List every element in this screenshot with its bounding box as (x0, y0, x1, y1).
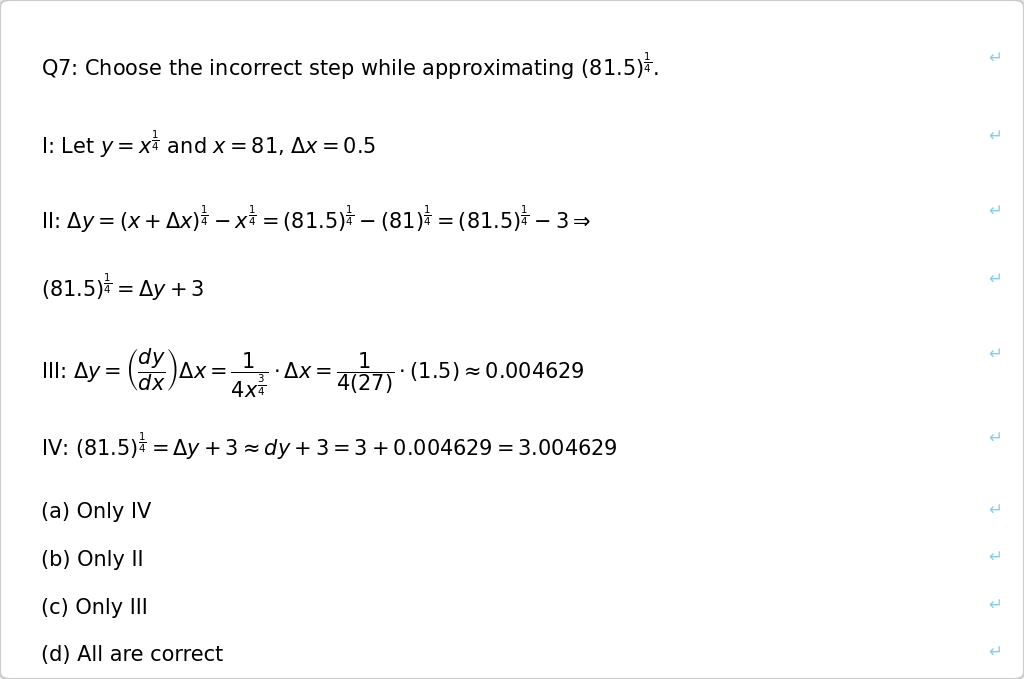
Text: ↵: ↵ (988, 595, 1002, 614)
Text: III: $\Delta y = \left(\dfrac{dy}{dx}\right)\Delta x = \dfrac{1}{4x^{\frac{3}{4}: III: $\Delta y = \left(\dfrac{dy}{dx}\ri… (41, 346, 585, 400)
Text: ↵: ↵ (988, 643, 1002, 661)
Text: ↵: ↵ (988, 202, 1002, 220)
Text: ↵: ↵ (988, 429, 1002, 447)
Text: (d) All are correct: (d) All are correct (41, 645, 223, 665)
Text: ↵: ↵ (988, 344, 1002, 363)
Text: ↵: ↵ (988, 548, 1002, 566)
Text: (c) Only III: (c) Only III (41, 598, 147, 617)
Text: Q7: Choose the incorrect step while approximating $(81.5)^{\frac{1}{4}}$.: Q7: Choose the incorrect step while appr… (41, 51, 659, 82)
Text: (a) Only IV: (a) Only IV (41, 502, 152, 522)
Text: ↵: ↵ (988, 127, 1002, 145)
Text: II: $\Delta y = (x + \Delta x)^{\frac{1}{4}} - x^{\frac{1}{4}} = (81.5)^{\frac{1: II: $\Delta y = (x + \Delta x)^{\frac{1}… (41, 204, 591, 235)
Text: $(81.5)^{\frac{1}{4}} = \Delta y + 3$: $(81.5)^{\frac{1}{4}} = \Delta y + 3$ (41, 272, 205, 303)
Text: ↵: ↵ (988, 500, 1002, 519)
Text: (b) Only II: (b) Only II (41, 550, 143, 570)
Text: IV: $(81.5)^{\frac{1}{4}} = \Delta y + 3 \approx dy + 3 = 3 + 0.004629 = 3.00462: IV: $(81.5)^{\frac{1}{4}} = \Delta y + 3… (41, 431, 617, 462)
Text: ↵: ↵ (988, 270, 1002, 288)
Text: ↵: ↵ (988, 49, 1002, 67)
Text: I: Let $y = x^{\frac{1}{4}}$ and $x = 81$, $\Delta x = 0.5$: I: Let $y = x^{\frac{1}{4}}$ and $x = 81… (41, 129, 376, 160)
